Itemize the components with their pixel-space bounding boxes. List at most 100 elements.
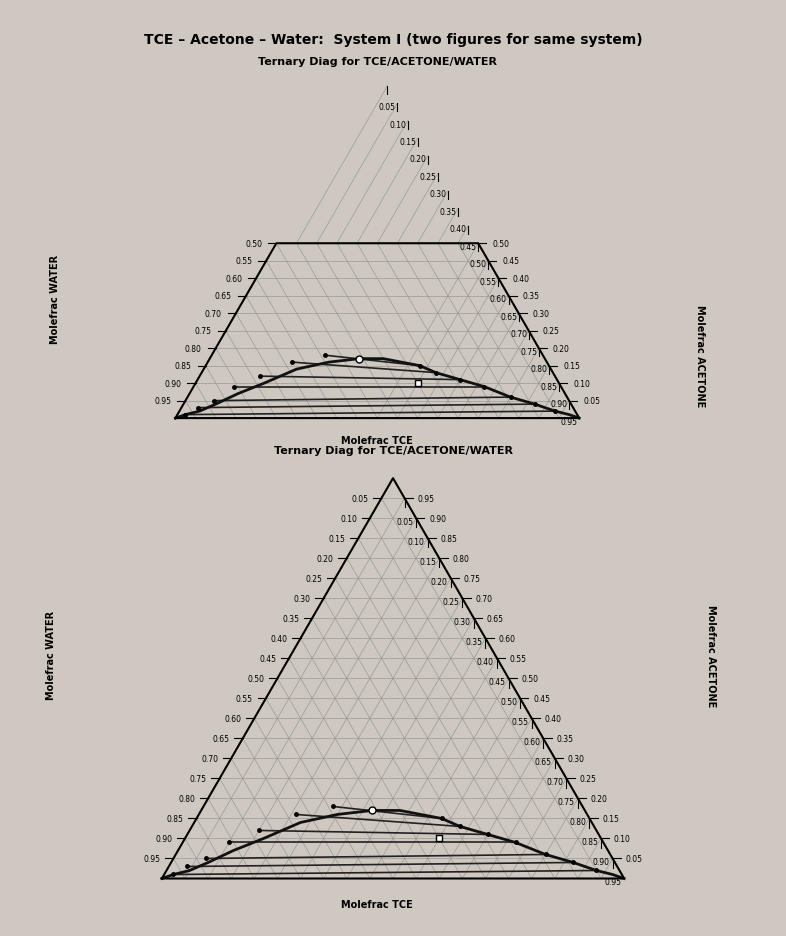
- Text: 0.25: 0.25: [443, 597, 459, 607]
- Text: Molefrac ACETONE: Molefrac ACETONE: [707, 604, 716, 707]
- Text: 0.05: 0.05: [583, 397, 601, 405]
- Text: 0.05: 0.05: [626, 854, 642, 863]
- Text: 0.45: 0.45: [460, 242, 476, 252]
- Text: 0.35: 0.35: [282, 614, 299, 623]
- Text: 0.85: 0.85: [581, 837, 598, 846]
- Text: 0.70: 0.70: [201, 754, 219, 763]
- Text: 0.40: 0.40: [545, 714, 562, 724]
- Text: 0.20: 0.20: [553, 344, 570, 353]
- Text: 0.70: 0.70: [546, 777, 564, 786]
- Text: 0.50: 0.50: [500, 697, 517, 706]
- Text: 0.05: 0.05: [351, 494, 369, 504]
- Text: 0.15: 0.15: [329, 534, 345, 543]
- Text: 0.05: 0.05: [396, 517, 413, 526]
- Text: 0.45: 0.45: [259, 654, 276, 663]
- Text: 0.25: 0.25: [306, 574, 322, 583]
- Text: 0.10: 0.10: [573, 379, 590, 388]
- Text: Molefrac ACETONE: Molefrac ACETONE: [695, 304, 704, 407]
- Text: 0.65: 0.65: [215, 292, 232, 300]
- Text: 0.60: 0.60: [523, 737, 540, 746]
- Text: 0.50: 0.50: [470, 260, 487, 270]
- Text: 0.75: 0.75: [558, 797, 575, 806]
- Text: 0.80: 0.80: [185, 344, 202, 353]
- Text: 0.15: 0.15: [419, 557, 436, 566]
- Text: 0.30: 0.30: [567, 754, 585, 763]
- Title: Ternary Diag for TCE/ACETONE/WATER: Ternary Diag for TCE/ACETONE/WATER: [258, 57, 497, 66]
- Text: 0.60: 0.60: [224, 714, 241, 724]
- Text: 0.20: 0.20: [431, 578, 448, 586]
- Text: 0.60: 0.60: [225, 274, 242, 284]
- Text: 0.80: 0.80: [531, 365, 547, 373]
- Text: 0.80: 0.80: [570, 817, 586, 826]
- Title: Ternary Diag for TCE/ACETONE/WATER: Ternary Diag for TCE/ACETONE/WATER: [274, 446, 512, 455]
- Text: 0.05: 0.05: [379, 103, 396, 112]
- Text: 0.40: 0.40: [270, 634, 288, 643]
- Text: Molefrac TCE: Molefrac TCE: [341, 899, 413, 909]
- Text: 0.25: 0.25: [543, 327, 560, 336]
- Text: 0.90: 0.90: [550, 400, 567, 409]
- Text: 0.75: 0.75: [464, 574, 481, 583]
- Text: 0.60: 0.60: [498, 634, 516, 643]
- Text: 0.80: 0.80: [178, 794, 195, 803]
- Text: 0.85: 0.85: [441, 534, 457, 543]
- Text: 0.65: 0.65: [534, 757, 552, 766]
- Text: 0.30: 0.30: [454, 617, 471, 626]
- Text: 0.55: 0.55: [479, 278, 497, 286]
- Text: 0.50: 0.50: [522, 674, 538, 683]
- Text: 0.25: 0.25: [579, 774, 596, 783]
- Text: 0.55: 0.55: [235, 257, 252, 266]
- Text: 0.60: 0.60: [490, 295, 507, 304]
- Text: 0.95: 0.95: [417, 494, 435, 504]
- Text: 0.95: 0.95: [154, 397, 171, 405]
- Text: 0.10: 0.10: [614, 834, 631, 843]
- Text: 0.85: 0.85: [174, 361, 192, 371]
- Text: 0.40: 0.40: [477, 657, 494, 666]
- Text: 0.20: 0.20: [410, 155, 426, 165]
- Text: Molefrac TCE: Molefrac TCE: [341, 435, 413, 446]
- Text: 0.65: 0.65: [500, 313, 517, 321]
- Text: Molefrac WATER: Molefrac WATER: [46, 610, 56, 700]
- Text: 0.45: 0.45: [533, 695, 550, 703]
- Text: 0.30: 0.30: [294, 594, 310, 603]
- Text: 0.35: 0.35: [556, 734, 573, 743]
- Text: 0.80: 0.80: [452, 554, 469, 563]
- Text: 0.55: 0.55: [510, 654, 527, 663]
- Text: 0.30: 0.30: [429, 190, 446, 199]
- Text: 0.40: 0.40: [512, 274, 530, 284]
- Text: 0.90: 0.90: [429, 514, 446, 523]
- Text: 0.90: 0.90: [155, 834, 172, 843]
- Text: 0.15: 0.15: [399, 138, 416, 147]
- Text: 0.50: 0.50: [245, 240, 263, 248]
- Text: 0.10: 0.10: [389, 121, 406, 129]
- Text: 0.45: 0.45: [502, 257, 520, 266]
- Text: TCE – Acetone – Water:  System I (two figures for same system): TCE – Acetone – Water: System I (two fig…: [144, 33, 642, 47]
- Text: 0.85: 0.85: [167, 814, 184, 823]
- Text: 0.20: 0.20: [317, 554, 334, 563]
- Text: 0.65: 0.65: [213, 734, 230, 743]
- Text: 0.15: 0.15: [602, 814, 619, 823]
- Text: 0.35: 0.35: [465, 637, 483, 646]
- Text: 0.35: 0.35: [523, 292, 540, 300]
- Text: 0.40: 0.40: [450, 226, 467, 234]
- Text: 0.10: 0.10: [340, 514, 357, 523]
- Text: 0.70: 0.70: [510, 330, 527, 339]
- Text: 0.30: 0.30: [533, 310, 549, 318]
- Text: 0.75: 0.75: [189, 774, 207, 783]
- Text: 0.95: 0.95: [560, 417, 578, 426]
- Text: 0.55: 0.55: [236, 695, 253, 703]
- Text: 0.70: 0.70: [205, 310, 222, 318]
- Text: 0.75: 0.75: [520, 347, 537, 357]
- Text: 0.35: 0.35: [439, 208, 457, 217]
- Text: 0.20: 0.20: [591, 794, 608, 803]
- Text: 0.95: 0.95: [604, 877, 621, 886]
- Text: Molefrac WATER: Molefrac WATER: [50, 255, 60, 344]
- Text: 0.50: 0.50: [492, 240, 509, 248]
- Text: 0.90: 0.90: [164, 379, 182, 388]
- Text: 0.10: 0.10: [408, 537, 424, 546]
- Text: 0.75: 0.75: [195, 327, 211, 336]
- Text: 0.65: 0.65: [487, 614, 504, 623]
- Text: 0.50: 0.50: [248, 674, 264, 683]
- Text: 0.95: 0.95: [144, 854, 160, 863]
- Text: 0.25: 0.25: [419, 173, 436, 182]
- Text: 0.15: 0.15: [563, 361, 580, 371]
